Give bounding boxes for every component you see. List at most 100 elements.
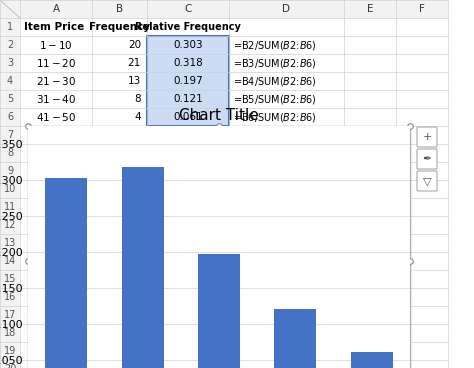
- Bar: [0, 360, 20, 368]
- Bar: [147, 108, 229, 126]
- Bar: [0, 342, 20, 360]
- Text: 14: 14: [4, 256, 16, 266]
- Title: Chart Title: Chart Title: [179, 109, 259, 123]
- Text: 9: 9: [7, 166, 13, 176]
- Text: 20: 20: [4, 364, 16, 368]
- Text: =B2/SUM($B$2:$B$6): =B2/SUM($B$2:$B$6): [233, 39, 317, 52]
- Bar: [20, 36, 448, 54]
- Bar: [20, 198, 448, 216]
- Text: 1: 1: [7, 22, 13, 32]
- Text: 4: 4: [7, 76, 13, 86]
- Bar: [0, 252, 20, 270]
- Text: $21 - $30: $21 - $30: [36, 75, 76, 87]
- Bar: [0, 126, 20, 144]
- Bar: [46, 178, 87, 368]
- Bar: [0, 198, 20, 216]
- Bar: [28, 126, 410, 368]
- Text: 7: 7: [7, 130, 13, 140]
- Text: 5: 5: [7, 94, 13, 104]
- Text: 21: 21: [128, 58, 141, 68]
- Bar: [147, 36, 229, 54]
- Bar: [20, 144, 448, 162]
- Bar: [147, 90, 229, 108]
- Bar: [20, 54, 448, 72]
- Text: =B6/SUM($B$2:$B$6): =B6/SUM($B$2:$B$6): [233, 110, 317, 124]
- Bar: [351, 352, 392, 368]
- Bar: [0, 288, 20, 306]
- Text: 8: 8: [134, 94, 141, 104]
- Text: 0.318: 0.318: [173, 58, 203, 68]
- Text: 16: 16: [4, 292, 16, 302]
- Bar: [0, 144, 20, 162]
- Bar: [0, 180, 20, 198]
- Bar: [0, 18, 20, 36]
- Text: 13: 13: [128, 76, 141, 86]
- Bar: [20, 18, 448, 36]
- Text: $1 - $10: $1 - $10: [39, 39, 73, 51]
- Text: 20: 20: [128, 40, 141, 50]
- Text: 6: 6: [7, 112, 13, 122]
- Text: $31 - $40: $31 - $40: [36, 93, 76, 105]
- Bar: [20, 0, 448, 18]
- Bar: [0, 216, 20, 234]
- Text: 13: 13: [4, 238, 16, 248]
- Text: 0.121: 0.121: [173, 94, 203, 104]
- Bar: [20, 270, 448, 288]
- Text: 2: 2: [7, 40, 13, 50]
- Text: Frequency: Frequency: [89, 22, 150, 32]
- Bar: [0, 90, 20, 108]
- Text: 11: 11: [4, 202, 16, 212]
- Text: =B5/SUM($B$2:$B$6): =B5/SUM($B$2:$B$6): [233, 92, 317, 106]
- Text: ▽: ▽: [423, 176, 431, 186]
- Bar: [20, 126, 448, 144]
- Bar: [20, 180, 448, 198]
- Bar: [0, 270, 20, 288]
- Text: C: C: [184, 4, 191, 14]
- Bar: [20, 288, 448, 306]
- Bar: [0, 0, 20, 18]
- Text: 15: 15: [4, 274, 16, 284]
- Bar: [20, 324, 448, 342]
- Text: B: B: [116, 4, 123, 14]
- Text: D: D: [283, 4, 291, 14]
- FancyBboxPatch shape: [417, 171, 437, 191]
- Text: Relative Frequency: Relative Frequency: [135, 22, 241, 32]
- Text: 0.197: 0.197: [173, 76, 203, 86]
- Bar: [20, 252, 448, 270]
- Bar: [147, 36, 229, 126]
- Bar: [20, 216, 448, 234]
- Bar: [20, 234, 448, 252]
- Bar: [147, 54, 229, 72]
- Text: 3: 3: [7, 58, 13, 68]
- Text: 0.061: 0.061: [173, 112, 203, 122]
- Bar: [0, 306, 20, 324]
- Text: 4: 4: [134, 112, 141, 122]
- Text: $11 - $20: $11 - $20: [36, 57, 76, 69]
- Bar: [0, 72, 20, 90]
- Text: +: +: [422, 132, 432, 142]
- Text: 18: 18: [4, 328, 16, 338]
- Text: E: E: [367, 4, 373, 14]
- Bar: [20, 360, 448, 368]
- Bar: [20, 90, 448, 108]
- Bar: [0, 54, 20, 72]
- Text: =B4/SUM($B$2:$B$6): =B4/SUM($B$2:$B$6): [233, 74, 317, 88]
- Bar: [198, 254, 240, 368]
- Bar: [274, 309, 316, 368]
- Text: 0.303: 0.303: [173, 40, 203, 50]
- Bar: [0, 324, 20, 342]
- Bar: [20, 306, 448, 324]
- Text: ✒: ✒: [422, 154, 432, 164]
- Bar: [0, 108, 20, 126]
- Bar: [0, 36, 20, 54]
- Text: 8: 8: [7, 148, 13, 158]
- Bar: [20, 72, 448, 90]
- Text: 17: 17: [4, 310, 16, 320]
- FancyBboxPatch shape: [417, 127, 437, 147]
- Bar: [0, 234, 20, 252]
- Bar: [20, 162, 448, 180]
- Bar: [147, 72, 229, 90]
- Bar: [20, 108, 448, 126]
- Text: Item Price: Item Price: [24, 22, 84, 32]
- Bar: [0, 162, 20, 180]
